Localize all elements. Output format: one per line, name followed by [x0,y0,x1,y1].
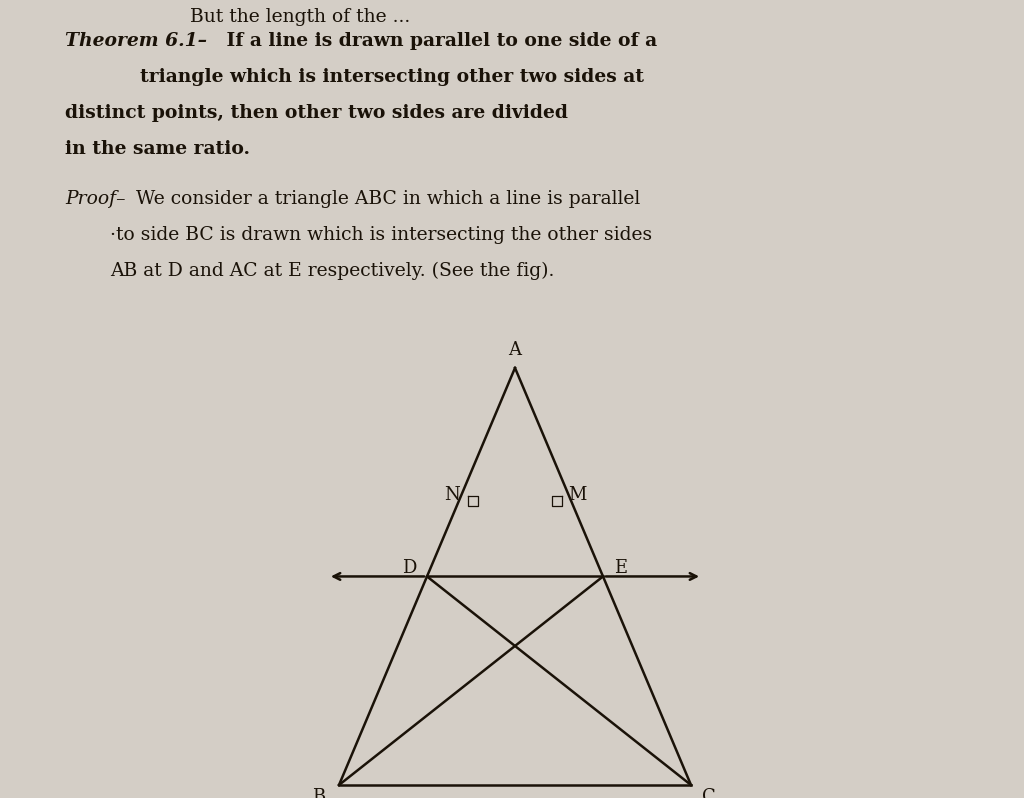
Text: Theorem 6.1–: Theorem 6.1– [65,32,207,50]
Text: M: M [568,487,587,504]
Text: If a line is drawn parallel to one side of a: If a line is drawn parallel to one side … [220,32,657,50]
Text: E: E [614,559,628,578]
Text: But the length of the ...: But the length of the ... [190,8,411,26]
Text: We consider a triangle ABC in which a line is parallel: We consider a triangle ABC in which a li… [130,190,640,208]
Text: in the same ratio.: in the same ratio. [65,140,250,158]
Text: AB at D and AC at E respectively. (See the fig).: AB at D and AC at E respectively. (See t… [110,262,554,280]
Text: N: N [444,487,460,504]
Text: A: A [509,341,521,359]
Text: D: D [401,559,416,578]
Text: C: C [702,788,716,798]
Text: Proof–: Proof– [65,190,126,208]
Text: ·to side BC is drawn which is intersecting the other sides: ·to side BC is drawn which is intersecti… [110,226,652,244]
Text: distinct points, then other two sides are divided: distinct points, then other two sides ar… [65,104,568,122]
Text: B: B [312,788,326,798]
Text: triangle which is intersecting other two sides at: triangle which is intersecting other two… [140,68,644,86]
